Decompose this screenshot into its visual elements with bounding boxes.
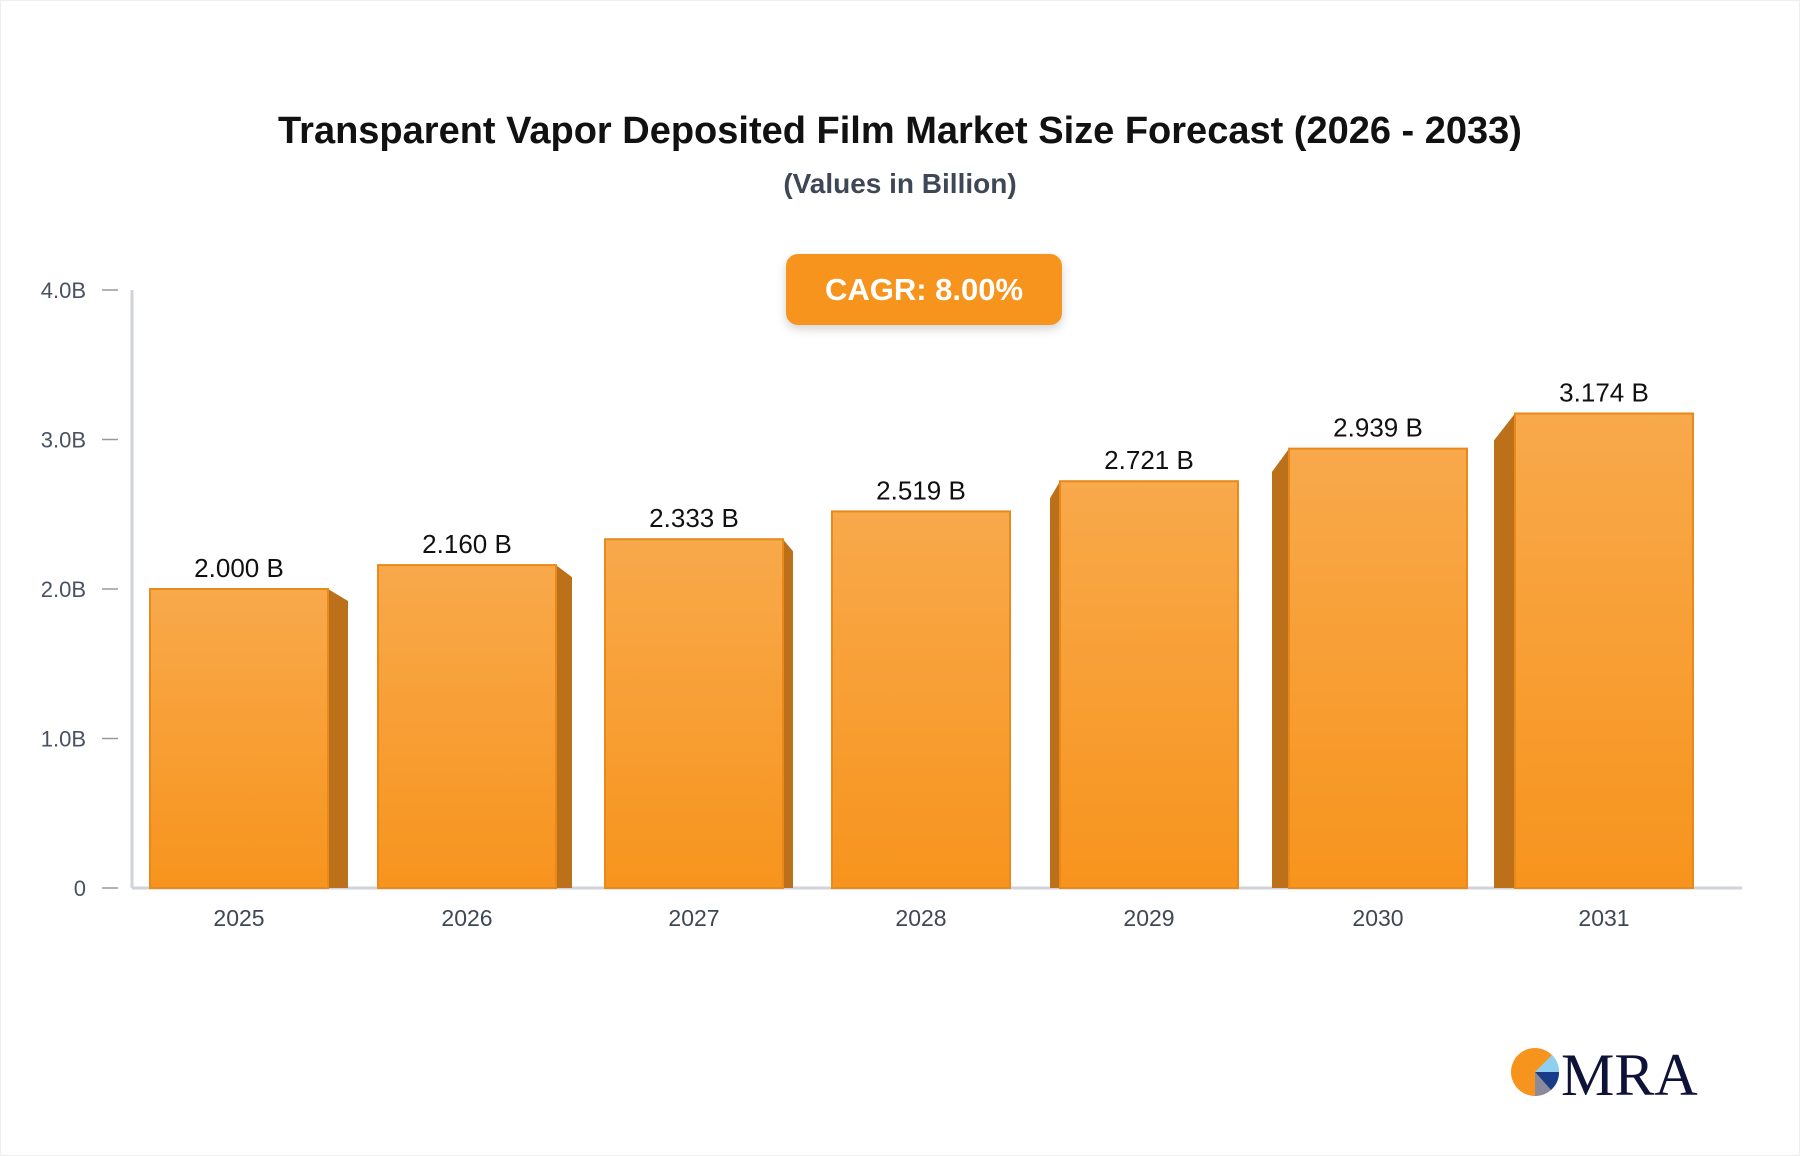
- y-tick-label: 1.0B: [41, 727, 86, 752]
- data-label: 2.160 B: [422, 529, 512, 559]
- bar-side: [1272, 448, 1289, 888]
- svg-text:MRA: MRA: [1561, 1042, 1698, 1105]
- x-tick-label: 2027: [668, 905, 719, 931]
- bar: [1514, 412, 1694, 889]
- bar: [831, 510, 1011, 889]
- cagr-badge: CAGR: 8.00%: [786, 254, 1062, 325]
- data-label: 2.721 B: [1104, 445, 1194, 475]
- y-tick-label: 0: [74, 876, 86, 901]
- y-tick-label: 4.0B: [41, 278, 86, 303]
- data-label: 2.333 B: [649, 503, 739, 533]
- mra-logo: MRA: [1511, 1042, 1698, 1105]
- bar-side: [783, 539, 793, 888]
- x-tick-label: 2029: [1123, 905, 1174, 931]
- bar-side: [328, 589, 348, 888]
- chart-title: Transparent Vapor Deposited Film Market …: [278, 110, 1522, 152]
- bar: [1288, 447, 1468, 889]
- x-tick-label: 2025: [213, 905, 264, 931]
- x-tick-label: 2026: [441, 905, 492, 931]
- bar: [1059, 480, 1239, 889]
- data-label: 2.000 B: [194, 553, 284, 583]
- chart-subtitle: (Values in Billion): [783, 168, 1017, 199]
- x-tick-label: 2028: [895, 905, 946, 931]
- y-tick-label: 2.0B: [41, 577, 86, 602]
- x-tick-label: 2030: [1352, 905, 1403, 931]
- data-label: 3.174 B: [1559, 377, 1649, 407]
- bar-side: [556, 565, 572, 888]
- bar-side: [1494, 413, 1515, 888]
- x-tick-label: 2031: [1578, 905, 1629, 931]
- y-tick-label: 3.0B: [41, 428, 86, 453]
- bar: [604, 538, 784, 889]
- data-label: 2.939 B: [1333, 413, 1423, 443]
- bar: [149, 588, 329, 889]
- data-label: 2.519 B: [876, 475, 966, 505]
- bar: [377, 564, 557, 890]
- bar-side: [1050, 481, 1060, 888]
